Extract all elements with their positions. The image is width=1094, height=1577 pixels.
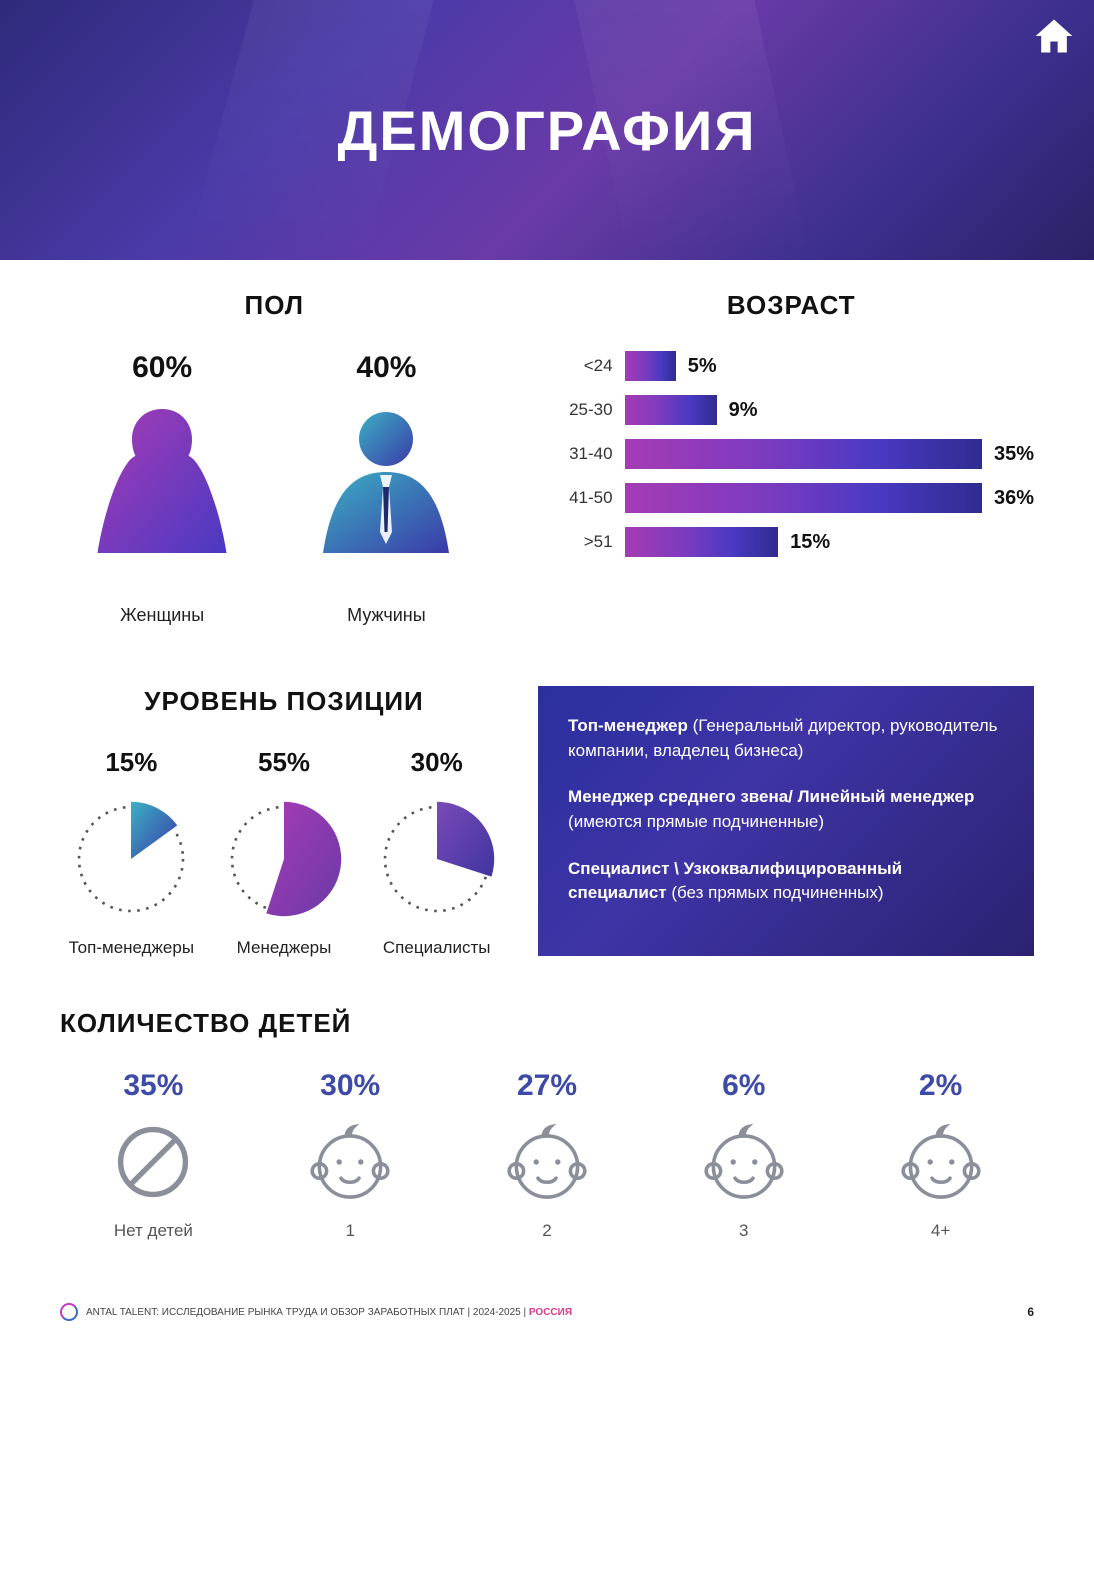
children-label: 2 (454, 1221, 641, 1241)
age-bar (625, 527, 779, 557)
age-value: 9% (729, 399, 758, 422)
gender-item: 40% Мужчины (284, 351, 488, 626)
age-bar (625, 439, 982, 469)
children-label: 3 (650, 1221, 837, 1241)
position-item: 30% Специалисты (365, 747, 508, 958)
position-pie-chart (219, 794, 349, 924)
age-bar (625, 395, 717, 425)
baby-icon (896, 1117, 986, 1207)
position-pct: 55% (213, 747, 356, 778)
position-label: Менеджеры (213, 938, 356, 958)
gender-label: Мужчины (284, 605, 488, 626)
children-label: 1 (257, 1221, 444, 1241)
gender-label: Женщины (60, 605, 264, 626)
age-value: 36% (994, 487, 1034, 510)
children-label: Нет детей (60, 1221, 247, 1241)
age-range-label: 41-50 (549, 488, 613, 508)
age-range-label: 31-40 (549, 444, 613, 464)
page-footer: ANTAL TALENT: ИССЛЕДОВАНИЕ РЫНКА ТРУДА И… (0, 1291, 1094, 1341)
age-range-label: <24 (549, 356, 613, 376)
children-label: 4+ (847, 1221, 1034, 1241)
gender-section: ПОЛ 60% Женщины 40% Мужчины (60, 290, 489, 626)
position-pct: 15% (60, 747, 203, 778)
baby-icon (305, 1117, 395, 1207)
position-label: Топ-менеджеры (60, 938, 203, 958)
age-row: 31-40 35% (549, 439, 1034, 469)
woman-icon (87, 403, 237, 593)
page-title: ДЕМОГРАФИЯ (338, 98, 757, 163)
children-item: 27% 2 (454, 1069, 641, 1241)
footer-text-main: ANTAL TALENT: ИССЛЕДОВАНИЕ РЫНКА ТРУДА И… (86, 1307, 529, 1318)
definitions-panel: Топ-менеджер (Генеральный директор, руко… (538, 686, 1034, 956)
age-value: 35% (994, 443, 1034, 466)
age-row: >51 15% (549, 527, 1034, 557)
gender-pct: 40% (284, 351, 488, 385)
definition-term: Менеджер среднего звена/ Линейный менедж… (568, 787, 974, 806)
position-pie-chart (372, 794, 502, 924)
age-row: 41-50 36% (549, 483, 1034, 513)
children-item: 30% 1 (257, 1069, 444, 1241)
children-pct: 6% (650, 1069, 837, 1103)
children-pct: 30% (257, 1069, 444, 1103)
gender-item: 60% Женщины (60, 351, 264, 626)
definition-item: Специалист \ Узкоквалифицированный специ… (568, 857, 1004, 906)
footer-logo-icon (60, 1303, 78, 1321)
children-section: КОЛИЧЕСТВО ДЕТЕЙ 35% Нет детей 30% 1 27% (60, 1008, 1034, 1241)
children-pct: 35% (60, 1069, 247, 1103)
age-row: <24 5% (549, 351, 1034, 381)
age-bar (625, 483, 982, 513)
children-item: 6% 3 (650, 1069, 837, 1241)
position-item: 55% Менеджеры (213, 747, 356, 958)
baby-icon (502, 1117, 592, 1207)
position-label: Специалисты (365, 938, 508, 958)
definition-desc: (имеются прямые подчиненные) (568, 812, 824, 831)
position-title: УРОВЕНЬ ПОЗИЦИИ (60, 686, 508, 717)
home-icon[interactable] (1032, 14, 1076, 58)
age-row: 25-30 9% (549, 395, 1034, 425)
age-section: ВОЗРАСТ <24 5% 25-30 9% 31-40 35% 41-50 (549, 290, 1034, 626)
age-value: 5% (688, 355, 717, 378)
gender-title: ПОЛ (60, 290, 489, 321)
children-item: 35% Нет детей (60, 1069, 247, 1241)
page-number: 6 (1027, 1305, 1034, 1319)
man-icon (311, 403, 461, 593)
position-section: УРОВЕНЬ ПОЗИЦИИ 15% Топ-менеджеры 55% (60, 686, 508, 958)
gender-pct: 60% (60, 351, 264, 385)
definition-item: Топ-менеджер (Генеральный директор, руко… (568, 714, 1004, 763)
position-pie-chart (66, 794, 196, 924)
baby-icon (699, 1117, 789, 1207)
definition-desc: (без прямых подчиненных) (667, 883, 884, 902)
age-title: ВОЗРАСТ (549, 290, 1034, 321)
footer-text: ANTAL TALENT: ИССЛЕДОВАНИЕ РЫНКА ТРУДА И… (86, 1307, 572, 1318)
no-children-icon (108, 1117, 198, 1207)
age-value: 15% (790, 531, 830, 554)
age-bar (625, 351, 676, 381)
children-title: КОЛИЧЕСТВО ДЕТЕЙ (60, 1008, 1034, 1039)
position-pct: 30% (365, 747, 508, 778)
header-banner: ДЕМОГРАФИЯ (0, 0, 1094, 260)
children-pct: 27% (454, 1069, 641, 1103)
footer-text-highlight: РОССИЯ (529, 1307, 572, 1318)
position-item: 15% Топ-менеджеры (60, 747, 203, 958)
definition-item: Менеджер среднего звена/ Линейный менедж… (568, 785, 1004, 834)
age-range-label: 25-30 (549, 400, 613, 420)
children-pct: 2% (847, 1069, 1034, 1103)
children-item: 2% 4+ (847, 1069, 1034, 1241)
definition-term: Топ-менеджер (568, 716, 688, 735)
age-range-label: >51 (549, 532, 613, 552)
